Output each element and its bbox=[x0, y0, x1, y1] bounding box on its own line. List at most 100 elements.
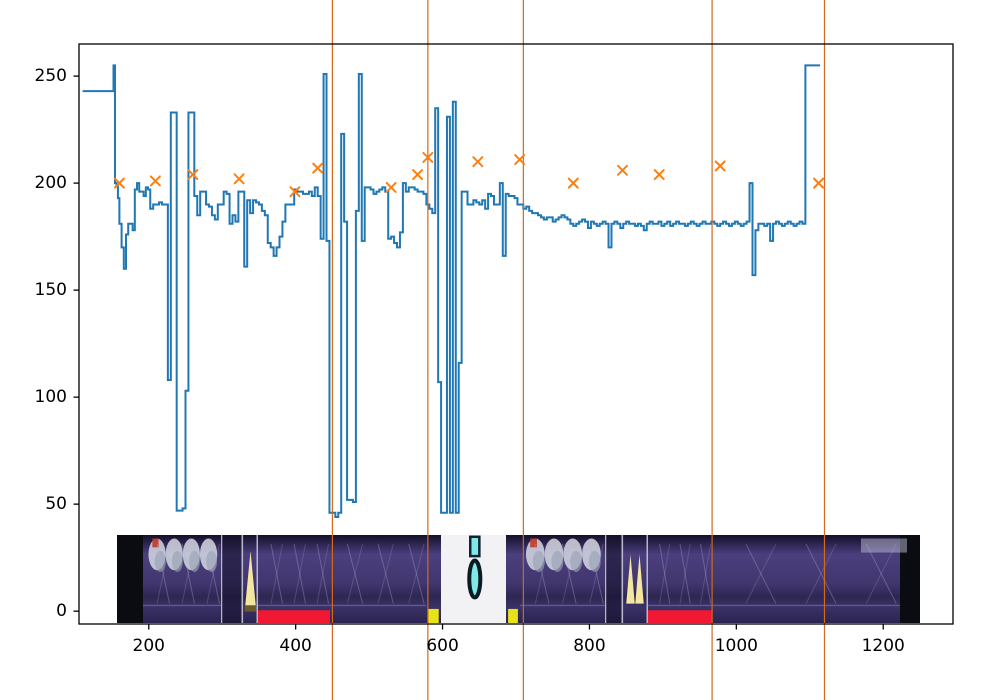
panel-shade bbox=[606, 535, 622, 623]
event-marker[interactable] bbox=[312, 162, 324, 174]
y-tick-label: 50 bbox=[45, 494, 67, 515]
x-marker-stroke bbox=[385, 181, 397, 193]
car-taillight bbox=[152, 538, 159, 548]
pill-top-icon bbox=[469, 535, 481, 558]
lane-line bbox=[270, 543, 283, 604]
filmstrip-segment bbox=[900, 535, 920, 623]
x-marker-stroke bbox=[514, 154, 526, 166]
lane-line bbox=[156, 543, 171, 604]
event-marker[interactable] bbox=[187, 169, 199, 181]
y-tick-label: 150 bbox=[34, 280, 67, 301]
car-blur-shape bbox=[189, 550, 200, 572]
x-marker-stroke bbox=[412, 169, 424, 181]
car-blur-shape bbox=[570, 550, 583, 572]
lane-line bbox=[293, 543, 307, 604]
y-tick-label: 100 bbox=[34, 387, 67, 408]
x-marker-stroke bbox=[714, 160, 726, 172]
x-marker-stroke bbox=[312, 162, 324, 174]
axes-spines bbox=[73, 43, 954, 630]
lane-line bbox=[589, 543, 604, 604]
event-marker[interactable] bbox=[653, 169, 665, 181]
lane-line bbox=[377, 543, 394, 604]
frame-divider bbox=[621, 535, 624, 623]
detected-events bbox=[113, 151, 825, 198]
lane-line bbox=[589, 543, 604, 604]
lane-line bbox=[562, 543, 577, 604]
event-marker[interactable] bbox=[714, 160, 726, 172]
event-marker[interactable] bbox=[149, 175, 161, 187]
yellow-marker-bar bbox=[428, 608, 439, 623]
car-blur-shape bbox=[154, 550, 166, 572]
car-blur-shape bbox=[171, 550, 183, 572]
x-marker-stroke bbox=[567, 177, 579, 189]
event-marker[interactable] bbox=[472, 156, 484, 168]
yellow-marker-bar bbox=[508, 608, 518, 623]
frame-divider bbox=[241, 535, 244, 623]
video-frame-strip bbox=[117, 535, 920, 623]
event-marker[interactable] bbox=[422, 151, 434, 163]
lane-line bbox=[679, 543, 691, 604]
lane-line bbox=[346, 543, 364, 604]
event-marker[interactable] bbox=[113, 177, 125, 189]
x-marker-stroke bbox=[187, 169, 199, 181]
lane-line bbox=[745, 543, 777, 604]
filmstrip-segment bbox=[258, 535, 330, 623]
x-tick-label: 800 bbox=[573, 636, 606, 656]
event-marker[interactable] bbox=[567, 177, 579, 189]
red-health-bar bbox=[648, 610, 712, 623]
filmstrip-segment bbox=[712, 535, 900, 623]
lane-line bbox=[805, 543, 837, 604]
lane-line bbox=[805, 543, 837, 604]
lane-line bbox=[659, 543, 671, 604]
filmstrip-segment bbox=[506, 535, 520, 623]
filmstrip-segment bbox=[623, 535, 648, 623]
series-line-signal[interactable] bbox=[82, 64, 821, 518]
x-tick-label: 600 bbox=[426, 636, 459, 656]
event-marker[interactable] bbox=[385, 181, 397, 193]
lane-line bbox=[156, 543, 171, 604]
car-blur-shape bbox=[588, 550, 601, 572]
lane-line bbox=[865, 543, 897, 604]
event-marker[interactable] bbox=[616, 164, 628, 176]
red-health-bar bbox=[258, 610, 330, 623]
lane-line bbox=[659, 543, 671, 604]
car-blur-shape bbox=[532, 550, 545, 572]
y-tick-label: 250 bbox=[34, 66, 67, 87]
segment-boundaries bbox=[331, 0, 826, 700]
x-tick-label: 1200 bbox=[861, 636, 905, 656]
event-marker[interactable] bbox=[514, 154, 526, 166]
car-taillight bbox=[530, 538, 537, 548]
x-marker-stroke bbox=[113, 177, 125, 189]
frame-divider bbox=[256, 535, 259, 623]
frame-divider bbox=[646, 535, 649, 623]
x-marker-stroke bbox=[653, 169, 665, 181]
lane-line bbox=[346, 543, 364, 604]
lane-line bbox=[206, 543, 220, 604]
lane-line bbox=[408, 543, 425, 604]
cone-marker-icon bbox=[635, 554, 644, 604]
lane-line bbox=[745, 543, 777, 604]
x-marker-stroke bbox=[233, 173, 245, 185]
event-marker[interactable] bbox=[233, 173, 245, 185]
y-tick-label: 0 bbox=[56, 601, 67, 622]
lane-line bbox=[562, 543, 577, 604]
plot-frame bbox=[78, 43, 954, 625]
event-marker[interactable] bbox=[412, 169, 424, 181]
cone-marker-icon bbox=[626, 554, 635, 604]
car-blur-shape bbox=[206, 550, 218, 572]
lane-line bbox=[534, 543, 550, 604]
x-tick-label: 1000 bbox=[714, 636, 758, 656]
pill-body-icon bbox=[467, 558, 483, 600]
car-blur-shape bbox=[551, 550, 564, 572]
x-marker-stroke bbox=[289, 186, 301, 198]
lane-line bbox=[699, 543, 712, 604]
x-marker-stroke bbox=[422, 151, 434, 163]
x-marker-stroke bbox=[149, 175, 161, 187]
event-marker[interactable] bbox=[813, 177, 825, 189]
panel-shade bbox=[222, 535, 242, 623]
y-tick-label: 200 bbox=[34, 173, 67, 194]
event-marker[interactable] bbox=[289, 186, 301, 198]
